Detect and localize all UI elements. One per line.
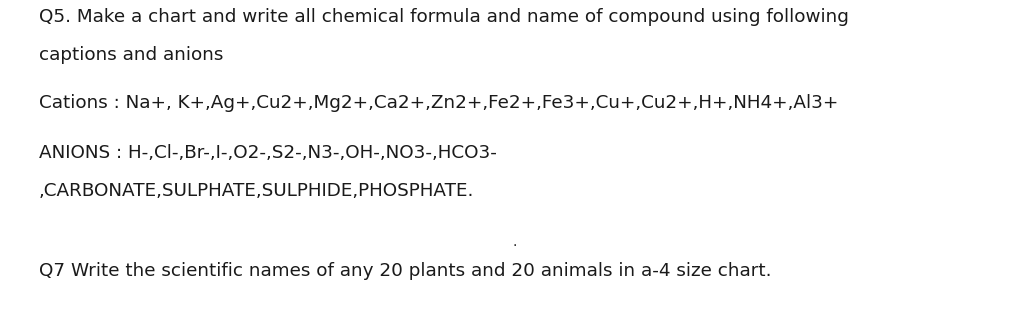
Text: ,CARBONATE,SULPHATE,SULPHIDE,PHOSPHATE.: ,CARBONATE,SULPHATE,SULPHIDE,PHOSPHATE. xyxy=(39,182,474,200)
Text: ANIONS : H-,Cl-,Br-,I-,O2-,S2-,N3-,OH-,NO3-,HCO3-: ANIONS : H-,Cl-,Br-,I-,O2-,S2-,N3-,OH-,N… xyxy=(39,144,497,162)
Text: captions and anions: captions and anions xyxy=(39,46,223,63)
Text: Cations : Na+, K+,Ag+,Cu2+,Mg2+,Ca2+,Zn2+,Fe2+,Fe3+,Cu+,Cu2+,H+,NH4+,Al3+: Cations : Na+, K+,Ag+,Cu2+,Mg2+,Ca2+,Zn2… xyxy=(39,94,839,112)
Text: Q5. Make a chart and write all chemical formula and name of compound using follo: Q5. Make a chart and write all chemical … xyxy=(39,8,849,26)
Text: Q7 Write the scientific names of any 20 plants and 20 animals in a-4 size chart.: Q7 Write the scientific names of any 20 … xyxy=(39,262,771,280)
Text: .: . xyxy=(512,236,516,250)
